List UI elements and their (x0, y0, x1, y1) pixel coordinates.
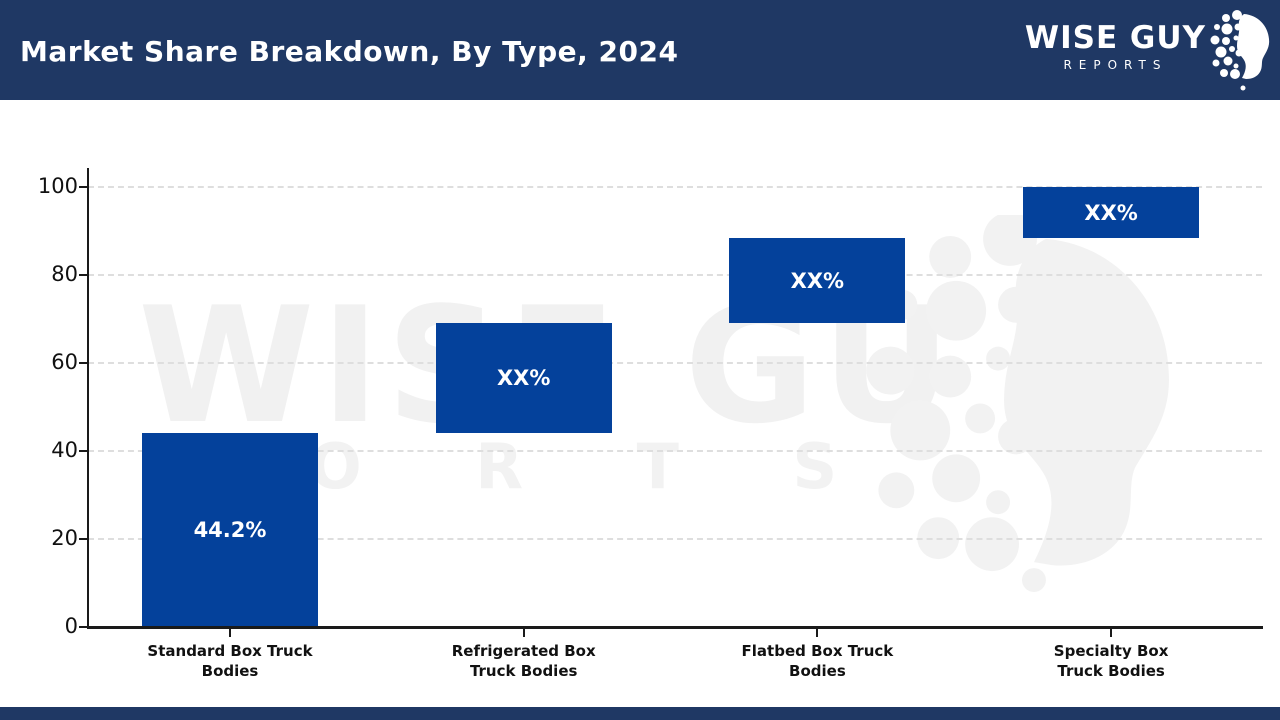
bar-value-label: XX% (790, 268, 845, 293)
y-tick-mark (79, 362, 87, 364)
footer-bar (0, 707, 1280, 720)
page-title: Market Share Breakdown, By Type, 2024 (20, 35, 679, 68)
bar: XX% (729, 238, 906, 324)
gridline (88, 450, 1262, 452)
y-tick-label: 100 (37, 174, 78, 198)
gridline (88, 538, 1262, 540)
brand-name: WISE GUY (1024, 20, 1206, 56)
x-axis-line (87, 626, 1263, 629)
bar: 44.2% (142, 432, 318, 627)
y-tick-label: 60 (51, 350, 78, 374)
bar-value-label: XX% (496, 365, 551, 390)
y-tick-mark (79, 186, 87, 188)
y-tick-label: 20 (51, 526, 78, 550)
category-label: Specialty Box Truck Bodies (1053, 642, 1169, 680)
x-tick-mark (816, 629, 819, 637)
brand-subname: REPORTS (1063, 58, 1168, 72)
y-tick-label: 0 (64, 614, 78, 638)
y-tick-mark (79, 450, 87, 452)
brand-logo-text: WISE GUY REPORTS (1025, 20, 1206, 72)
x-tick-mark (229, 629, 231, 637)
y-tick-mark (79, 274, 87, 276)
bar-value-label: XX% (1084, 200, 1138, 225)
bar: XX% (1023, 187, 1200, 239)
y-tick-mark (79, 626, 87, 628)
gridline (88, 186, 1262, 188)
x-tick-mark (522, 629, 525, 637)
bar-value-label: 44.2% (193, 517, 267, 542)
category-label: Flatbed Box Truck Bodies (741, 642, 894, 680)
brand-face-icon (1210, 10, 1270, 91)
y-axis-line (87, 168, 89, 628)
gridline (88, 274, 1262, 276)
brand-logo: WISE GUY REPORTS (1022, 6, 1272, 96)
y-tick-label: 80 (51, 262, 78, 286)
y-tick-mark (79, 538, 87, 540)
header-bar: Market Share Breakdown, By Type, 2024 WI… (0, 0, 1280, 100)
category-label: Standard Box Truck Bodies (147, 642, 313, 680)
category-label: Refrigerated Box Truck Bodies (451, 642, 596, 680)
gridline (88, 362, 1262, 364)
x-tick-mark (1110, 629, 1113, 637)
y-tick-label: 40 (51, 438, 78, 462)
bar: XX% (435, 323, 612, 433)
